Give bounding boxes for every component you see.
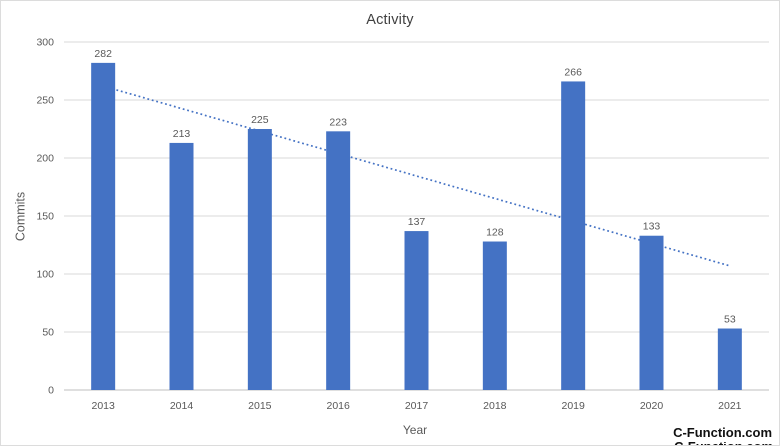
- watermark-link[interactable]: C-Function.com: [673, 425, 772, 440]
- y-tick-label: 0: [48, 385, 54, 397]
- x-tick-label: 2021: [718, 400, 742, 412]
- bar-value-label: 225: [251, 114, 269, 126]
- bar-2013[interactable]: [91, 62, 116, 390]
- bar-2016[interactable]: [326, 131, 351, 390]
- bar-value-label: 266: [564, 66, 582, 78]
- bar-2018[interactable]: [482, 241, 507, 390]
- bar-2014[interactable]: [169, 142, 194, 390]
- x-tick-label: 2016: [326, 400, 350, 412]
- y-tick-label: 150: [36, 211, 54, 223]
- x-tick-label: 2019: [561, 400, 585, 412]
- y-tick-label: 50: [42, 327, 54, 339]
- chart-title: Activity: [366, 12, 414, 28]
- bar-value-label: 213: [173, 128, 191, 140]
- trendline[interactable]: [102, 85, 731, 267]
- x-tick-label: 2018: [483, 400, 507, 412]
- y-tick-label: 300: [36, 37, 54, 49]
- bar-value-label: 128: [486, 227, 504, 239]
- bar-2020[interactable]: [639, 235, 664, 390]
- y-tick-label: 250: [36, 95, 54, 107]
- bar-value-label: 53: [724, 314, 736, 326]
- x-axis-title: Year: [402, 423, 428, 437]
- x-tick-label: 2015: [248, 400, 272, 412]
- x-tick-label: 2014: [170, 400, 194, 412]
- y-tick-label: 200: [36, 153, 54, 165]
- bar-value-label: 137: [408, 216, 426, 228]
- bar-2017[interactable]: [404, 231, 429, 390]
- x-tick-label: 2013: [91, 400, 115, 412]
- x-tick-label: 2017: [405, 400, 429, 412]
- bar-2015[interactable]: [247, 129, 272, 390]
- y-tick-label: 100: [36, 269, 54, 281]
- bar-value-label: 282: [94, 48, 112, 60]
- bar-value-label: 133: [643, 221, 661, 233]
- bar-2019[interactable]: [561, 81, 586, 390]
- watermark-clipped-line: C-Function.com: [674, 442, 773, 445]
- bar-value-label: 223: [329, 116, 347, 128]
- bar-2021[interactable]: [717, 328, 742, 390]
- y-axis-title: Commits: [13, 191, 28, 242]
- x-tick-label: 2020: [640, 400, 664, 412]
